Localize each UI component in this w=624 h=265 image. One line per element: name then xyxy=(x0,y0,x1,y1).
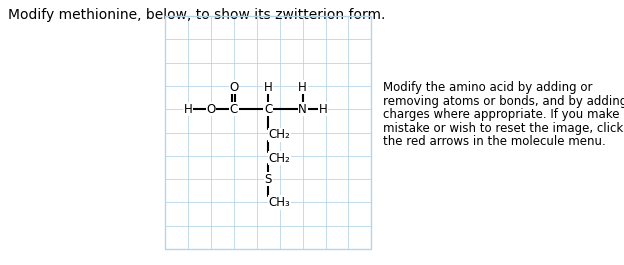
Text: mistake or wish to reset the image, click on: mistake or wish to reset the image, clic… xyxy=(383,122,624,135)
Text: CH₂: CH₂ xyxy=(268,152,290,165)
Text: O: O xyxy=(207,103,216,116)
Text: H: H xyxy=(184,103,193,116)
Text: CH₃: CH₃ xyxy=(268,196,290,209)
Bar xyxy=(165,16,371,249)
Text: H: H xyxy=(298,81,307,94)
Text: O: O xyxy=(230,81,238,94)
Text: charges where appropriate. If you make a: charges where appropriate. If you make a xyxy=(383,108,624,121)
Text: C: C xyxy=(264,103,273,116)
Text: H: H xyxy=(319,103,328,116)
Text: C: C xyxy=(230,103,238,116)
Text: removing atoms or bonds, and by adding: removing atoms or bonds, and by adding xyxy=(383,95,624,108)
Text: S: S xyxy=(265,173,272,186)
Text: N: N xyxy=(298,103,307,116)
Text: Modify the amino acid by adding or: Modify the amino acid by adding or xyxy=(383,81,593,94)
Text: the red arrows in the molecule menu.: the red arrows in the molecule menu. xyxy=(383,135,606,148)
Text: H: H xyxy=(264,81,273,94)
Text: CH₂: CH₂ xyxy=(268,128,290,141)
Bar xyxy=(165,16,371,249)
Text: Modify methionine, below, to show its zwitterion form.: Modify methionine, below, to show its zw… xyxy=(8,8,386,22)
